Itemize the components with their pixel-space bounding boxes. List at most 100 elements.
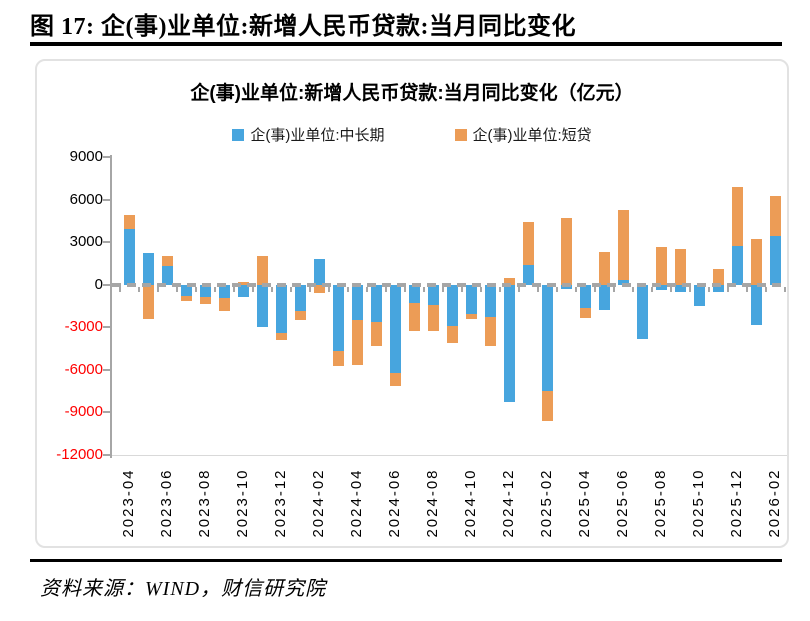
- x-tick-label: 2023-04: [120, 468, 137, 538]
- bar-segment-short-term: [579, 308, 591, 319]
- bar-segment-medium-long-term: [636, 284, 648, 339]
- x-tick-label: 2024-06: [386, 468, 403, 538]
- bar-segment-medium-long-term: [465, 284, 477, 315]
- bar-segment-medium-long-term: [408, 284, 420, 304]
- bar-segment-medium-long-term: [237, 284, 249, 298]
- zero-line-tick: [365, 286, 368, 292]
- bar-segment-medium-long-term: [503, 284, 515, 403]
- bar-segment-short-term: [199, 297, 211, 304]
- y-tick-label: -9000: [64, 403, 103, 421]
- zero-line-tick: [384, 286, 387, 292]
- zero-line-tick: [175, 286, 178, 292]
- y-axis-tick: [103, 411, 110, 414]
- bar-segment-short-term: [370, 321, 382, 346]
- bar-segment-medium-long-term: [313, 259, 325, 285]
- source-note: 资料来源：WIND，财信研究院: [40, 578, 327, 600]
- bar-segment-short-term: [313, 284, 325, 294]
- bar-segment-medium-long-term: [655, 284, 667, 290]
- bar-segment-short-term: [541, 391, 553, 421]
- x-tick-label: 2025-02: [538, 468, 555, 538]
- legend-item-medium-long-term: 企(事)业单位:中长期: [232, 124, 385, 145]
- bar-segment-short-term: [408, 303, 420, 331]
- bar-segment-short-term: [446, 325, 458, 344]
- x-tick-label: 2025-06: [614, 468, 631, 538]
- bar-segment-medium-long-term: [712, 284, 724, 292]
- zero-line-tick: [517, 286, 520, 292]
- zero-line-tick: [460, 286, 463, 292]
- bar-segment-medium-long-term: [579, 284, 591, 309]
- y-axis-tick: [103, 368, 110, 371]
- y-tick-label: -3000: [64, 318, 103, 336]
- bar-segment-short-term: [655, 247, 667, 285]
- zero-line-tick: [270, 286, 273, 292]
- page-title: 图 17: 企(事)业单位:新增人民币贷款:当月同比变化: [30, 14, 576, 40]
- zero-line-tick: [156, 286, 159, 292]
- legend-label-medium-long-term: 企(事)业单位:中长期: [250, 127, 385, 144]
- bar-segment-short-term: [674, 248, 686, 285]
- bar-segment-medium-long-term: [598, 284, 610, 311]
- zero-line-tick: [745, 286, 748, 292]
- y-axis-tick: [103, 454, 110, 456]
- zero-line-tick: [251, 286, 254, 292]
- zero-line-tick: [631, 286, 634, 292]
- x-tick-label: 2023-06: [158, 468, 175, 538]
- bar-segment-short-term: [256, 256, 268, 285]
- bar-segment-short-term: [161, 256, 173, 267]
- bar-segment-medium-long-term: [617, 280, 629, 285]
- y-axis-tick: [103, 283, 110, 286]
- zero-line-tick: [783, 286, 786, 292]
- bar-segment-short-term: [598, 251, 610, 285]
- bar-segment-medium-long-term: [446, 284, 458, 326]
- bar-segment-short-term: [731, 186, 743, 246]
- bar-segment-medium-long-term: [484, 284, 496, 317]
- bar-segment-short-term: [712, 269, 724, 285]
- bar-segment-short-term: [427, 304, 439, 332]
- bar-segment-medium-long-term: [275, 284, 287, 333]
- bar-segment-short-term: [389, 372, 401, 387]
- zero-line-tick: [593, 286, 596, 292]
- y-axis-line: [110, 155, 112, 458]
- bar-segment-medium-long-term: [370, 284, 382, 322]
- y-tick-label: 3000: [69, 233, 103, 251]
- bar-segment-medium-long-term: [161, 266, 173, 285]
- bar-segment-medium-long-term: [750, 284, 762, 326]
- legend-swatch-short-term-icon: [454, 128, 467, 141]
- zero-line-tick: [289, 286, 292, 292]
- bar-segment-short-term: [503, 277, 515, 285]
- zero-line-tick: [327, 286, 330, 292]
- zero-line-tick: [118, 286, 121, 292]
- x-tick-label: 2024-10: [462, 468, 479, 538]
- x-tick-label: 2025-10: [690, 468, 707, 538]
- bar-segment-medium-long-term: [560, 284, 572, 290]
- zero-line-tick: [403, 286, 406, 292]
- bar-segment-short-term: [351, 319, 363, 365]
- zero-line: [112, 282, 787, 287]
- y-axis-tick: [103, 156, 110, 158]
- zero-line-tick: [213, 286, 216, 292]
- y-tick-label: -6000: [64, 360, 103, 378]
- legend-label-short-term: 企(事)业单位:短贷: [472, 127, 592, 144]
- zero-line-tick: [137, 286, 140, 292]
- bar-segment-medium-long-term: [142, 253, 154, 285]
- bar-segment-short-term: [617, 209, 629, 281]
- x-tick-label: 2025-12: [728, 468, 745, 538]
- zero-line-tick: [555, 286, 558, 292]
- bar-segment-short-term: [218, 297, 230, 312]
- y-tick-label: 0: [94, 275, 103, 293]
- x-tick-label: 2023-12: [272, 468, 289, 538]
- bar-segment-short-term: [465, 314, 477, 319]
- bar-segment-medium-long-term: [332, 284, 344, 352]
- bar-segment-short-term: [180, 296, 192, 302]
- chart-frame: 企(事)业单位:新增人民币贷款:当月同比变化（亿元） 企(事)业单位:中长期 企…: [35, 59, 789, 548]
- legend-swatch-medium-long-term-icon: [232, 128, 245, 141]
- bar-segment-medium-long-term: [693, 284, 705, 306]
- bar-segment-medium-long-term: [199, 284, 211, 298]
- bar-segment-medium-long-term: [522, 264, 534, 285]
- y-axis-tick: [103, 241, 110, 244]
- zero-line-tick: [308, 286, 311, 292]
- bar-segment-short-term: [294, 311, 306, 320]
- zero-line-tick: [441, 286, 444, 292]
- bar-segment-medium-long-term: [218, 284, 230, 298]
- x-tick-label: 2025-04: [576, 468, 593, 538]
- bar-segment-short-term: [123, 215, 135, 230]
